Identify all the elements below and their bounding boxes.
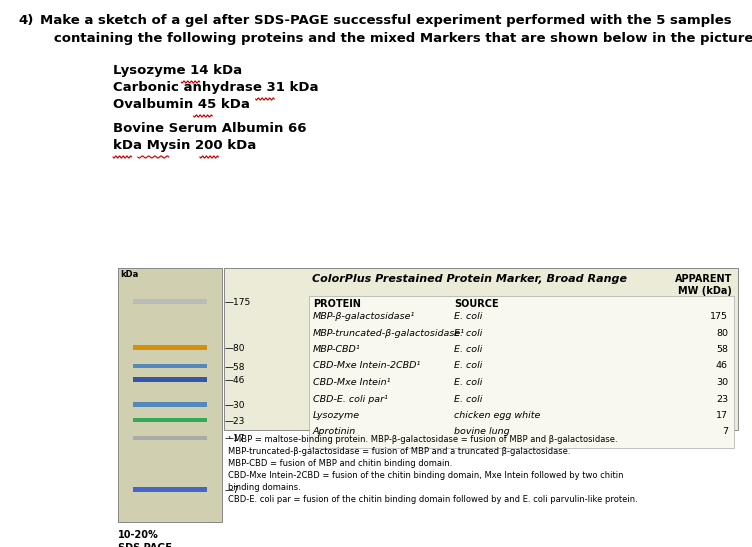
Text: Bovine Serum Albumin 66: Bovine Serum Albumin 66	[113, 122, 307, 135]
Bar	[132, 435, 208, 440]
Text: CBD-E. coli par = fusion of the chitin binding domain followed by and E. coli pa: CBD-E. coli par = fusion of the chitin b…	[228, 495, 638, 504]
Text: CBD-Mxe Intein-2CBD = fusion of the chitin binding domain, Mxe Intein followed b: CBD-Mxe Intein-2CBD = fusion of the chit…	[228, 471, 623, 480]
Text: 80: 80	[716, 329, 728, 337]
Text: E. coli: E. coli	[454, 345, 482, 354]
Text: 30: 30	[716, 378, 728, 387]
Bar	[132, 364, 208, 368]
Text: 58: 58	[716, 345, 728, 354]
Text: bovine lung: bovine lung	[454, 428, 510, 437]
Text: 4): 4)	[18, 14, 33, 27]
Text: kDa Mysin 200 kDa: kDa Mysin 200 kDa	[113, 139, 256, 152]
Text: 23: 23	[716, 394, 728, 404]
Text: chicken egg white: chicken egg white	[454, 411, 541, 420]
Text: 10-20%
SDS PAGE: 10-20% SDS PAGE	[118, 530, 172, 547]
Text: MBP-CBD = fusion of MBP and chitin binding domain.: MBP-CBD = fusion of MBP and chitin bindi…	[228, 459, 453, 468]
Text: MBP-CBD¹: MBP-CBD¹	[313, 345, 361, 354]
Bar	[132, 403, 208, 407]
Text: ¹ MBP = maltose-binding protein. MBP-β-galactosidase = fusion of MBP and β-galac: ¹ MBP = maltose-binding protein. MBP-β-g…	[228, 435, 617, 444]
Text: 175: 175	[710, 312, 728, 321]
Text: binding domains.: binding domains.	[228, 483, 301, 492]
Text: APPARENT
MW (kDa): APPARENT MW (kDa)	[675, 274, 732, 295]
Text: E. coli: E. coli	[454, 362, 482, 370]
Text: 7: 7	[722, 428, 728, 437]
Text: MBP-truncated-β-galactosidase¹: MBP-truncated-β-galactosidase¹	[313, 329, 465, 337]
Text: PROTEIN: PROTEIN	[313, 299, 361, 309]
Text: —30: —30	[225, 401, 245, 410]
Text: MBP-β-galactosidase¹: MBP-β-galactosidase¹	[313, 312, 415, 321]
Text: —17: —17	[225, 434, 245, 443]
Text: —58: —58	[225, 363, 245, 371]
Text: Carbonic anhydrase 31 kDa: Carbonic anhydrase 31 kDa	[113, 81, 319, 94]
Text: CBD-Mxe Intein¹: CBD-Mxe Intein¹	[313, 378, 390, 387]
Text: CBD-Mxe Intein-2CBD¹: CBD-Mxe Intein-2CBD¹	[313, 362, 420, 370]
Text: E. coli: E. coli	[454, 378, 482, 387]
Text: SOURCE: SOURCE	[454, 299, 499, 309]
Text: MBP-truncated-β-galactosidase = fusion of MBP and a truncated β-galactosidase.: MBP-truncated-β-galactosidase = fusion o…	[228, 447, 571, 456]
Text: Aprotinin: Aprotinin	[313, 428, 356, 437]
Bar	[132, 487, 208, 492]
Text: —175: —175	[225, 298, 251, 307]
Bar	[309, 296, 734, 448]
Bar	[132, 377, 208, 382]
Text: E. coli: E. coli	[454, 394, 482, 404]
Text: E. coli: E. coli	[454, 312, 482, 321]
Text: Lysozyme 14 kDa: Lysozyme 14 kDa	[113, 64, 242, 77]
Text: CBD-E. coli par¹: CBD-E. coli par¹	[313, 394, 388, 404]
Text: 17: 17	[716, 411, 728, 420]
Text: 46: 46	[716, 362, 728, 370]
Bar	[224, 268, 738, 430]
Text: —23: —23	[225, 417, 245, 426]
Bar	[132, 299, 208, 304]
Text: —46: —46	[225, 376, 245, 385]
Text: —7: —7	[225, 486, 240, 495]
Text: Ovalbumin 45 kDa: Ovalbumin 45 kDa	[113, 98, 250, 111]
Text: —80: —80	[225, 344, 245, 353]
Text: Lysozyme: Lysozyme	[313, 411, 360, 420]
Bar	[132, 418, 208, 422]
Text: ColorPlus Prestained Protein Marker, Broad Range: ColorPlus Prestained Protein Marker, Bro…	[312, 274, 627, 284]
Bar	[118, 268, 222, 522]
Text: kDa: kDa	[120, 270, 138, 279]
Bar	[132, 345, 208, 350]
Text: Make a sketch of a gel after SDS-PAGE successful experiment performed with the 5: Make a sketch of a gel after SDS-PAGE su…	[40, 14, 732, 27]
Text: E. coli: E. coli	[454, 329, 482, 337]
Text: containing the following proteins and the mixed Markers that are shown below in : containing the following proteins and th…	[40, 32, 752, 45]
